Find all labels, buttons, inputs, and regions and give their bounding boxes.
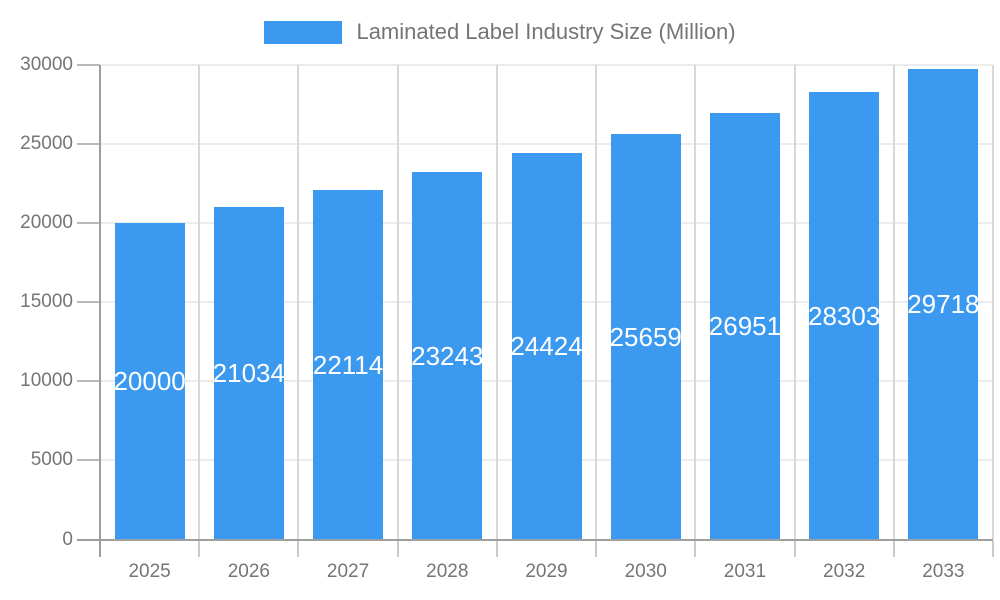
x-axis-line [77,538,993,541]
y-tick-label: 15000 [20,291,73,313]
x-axis-tick [992,541,994,557]
bar-2032 [809,91,880,539]
bar-value-label: 21034 [212,358,285,389]
y-axis-tick [77,143,100,146]
legend-item[interactable]: Laminated Label Industry Size (Million) [264,19,736,45]
bar-value-label: 22114 [312,349,384,380]
x-tick-label: 2030 [624,561,667,582]
bar-2025 [114,223,185,539]
gridline-vertical [694,65,697,540]
x-axis-tick [396,541,399,557]
x-axis-tick [297,541,300,557]
y-axis-line [99,65,101,557]
bar-2029 [511,153,582,539]
y-tick-label: 30000 [20,54,73,75]
gridline-vertical [892,65,895,540]
gridline-horizontal [100,143,993,146]
bar-2027 [313,189,384,539]
x-tick-label: 2025 [128,561,171,582]
x-axis-tick [694,541,697,557]
bar-2026 [213,206,284,539]
legend-label: Laminated Label Industry Size (Million) [356,19,736,44]
y-axis-tick [77,64,100,66]
y-tick-label: 25000 [20,133,73,155]
x-tick-label: 2033 [922,561,965,582]
x-tick-label: 2029 [525,561,568,582]
bar-value-label: 28303 [808,300,881,331]
gridline-vertical [992,65,994,540]
gridline-vertical [595,65,598,540]
bar-value-label: 26951 [708,311,782,342]
gridline-vertical [396,65,399,540]
bar-value-label: 23243 [411,340,484,371]
x-axis-tick [892,541,895,557]
x-tick-label: 2032 [823,561,866,582]
x-axis-tick [198,541,201,557]
x-tick-label: 2028 [426,561,469,582]
chart-legend: Laminated Label Industry Size (Million) [0,14,1000,50]
x-axis-tick [495,541,498,557]
legend-swatch [264,20,343,44]
x-axis-tick [595,541,598,557]
gridline-vertical [495,65,498,540]
bar-value-label: 24424 [510,331,583,362]
x-tick-label: 2027 [326,561,370,582]
bar-value-label: 20000 [113,366,186,397]
bar-2033 [908,69,979,539]
x-tick-label: 2031 [723,561,767,582]
bar-2030 [610,133,681,539]
x-tick-label: 2026 [227,561,270,582]
bar-2028 [412,171,483,539]
y-tick-label: 10000 [20,370,73,392]
gridline-vertical [297,65,300,540]
y-axis-tick [77,380,100,383]
y-tick-label: 0 [62,528,73,550]
y-axis-tick [77,459,100,462]
bar-value-label: 25659 [609,321,682,352]
y-tick-label: 5000 [30,449,73,471]
y-axis-tick [77,301,100,304]
y-axis-tick [77,222,100,225]
x-axis-tick [793,541,796,557]
y-tick-label: 20000 [20,212,73,234]
bar-2031 [709,113,780,539]
gridline-horizontal [100,64,993,66]
gridline-vertical [198,65,201,540]
gridline-vertical [793,65,796,540]
bar-value-label: 29718 [907,289,980,320]
